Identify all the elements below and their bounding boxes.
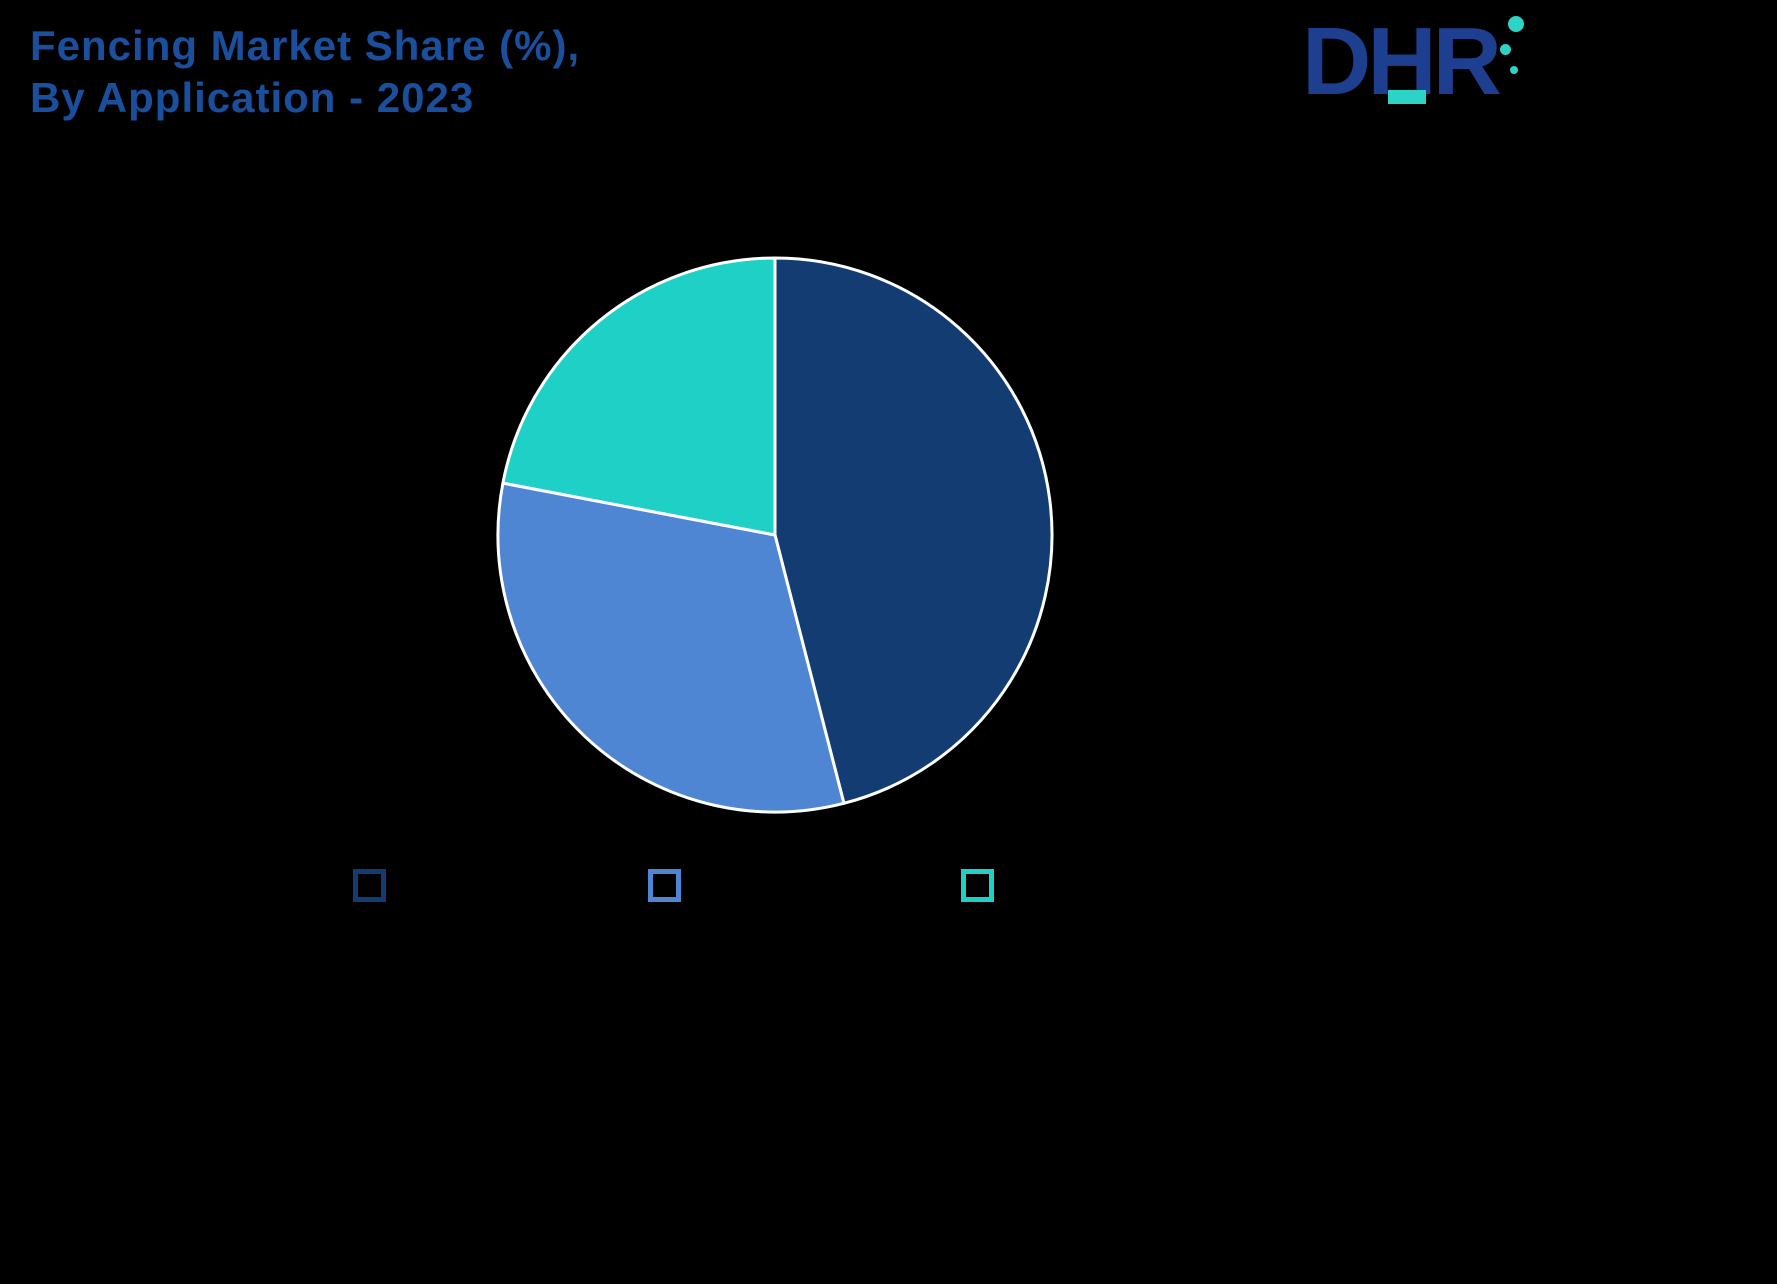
- legend-item: [353, 869, 398, 902]
- chart-title-line1: Fencing Market Share (%),: [30, 22, 581, 69]
- legend-swatch: [353, 869, 386, 902]
- dhr-logo-dot: [1508, 16, 1524, 32]
- pie-slice: [773, 256, 1054, 805]
- pie-chart-container: [493, 253, 1057, 817]
- pie-slice: [496, 481, 846, 814]
- chart-legend: [0, 869, 1777, 909]
- legend-swatch: [648, 869, 681, 902]
- chart-title: Fencing Market Share (%), By Application…: [30, 20, 580, 124]
- pie-slice: [501, 256, 777, 537]
- dhr-logo-dots: [1498, 14, 1532, 114]
- dhr-logo-dot: [1500, 44, 1511, 55]
- dhr-logo: DHR: [1302, 14, 1532, 114]
- legend-item: [648, 869, 693, 902]
- pie-chart: [496, 256, 1054, 814]
- legend-item: [961, 869, 1006, 902]
- chart-title-line2: By Application - 2023: [30, 74, 475, 121]
- dhr-logo-dot: [1510, 66, 1518, 74]
- dhr-logo-accent-bar: [1388, 90, 1427, 104]
- legend-swatch: [961, 869, 994, 902]
